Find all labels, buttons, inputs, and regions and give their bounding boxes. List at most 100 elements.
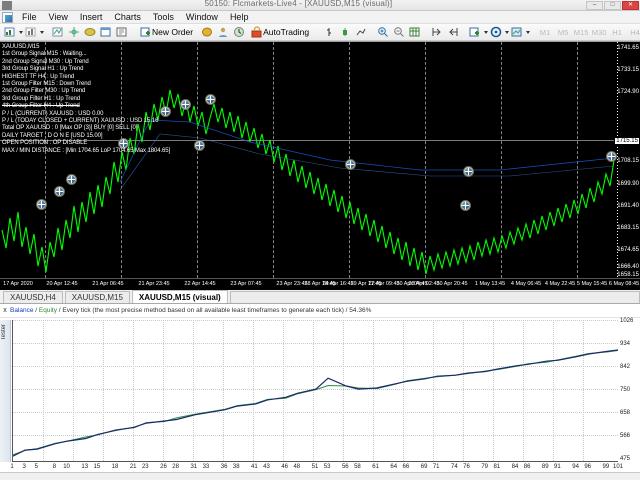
periods-dropdown-icon[interactable]: [505, 30, 510, 34]
info-line: 1st Group Signal M15 : Waiting...: [2, 51, 87, 58]
bar-chart-icon[interactable]: [322, 25, 336, 40]
trade-marker[interactable]: [66, 174, 77, 185]
trade-marker[interactable]: [160, 106, 171, 117]
zoom-in-icon[interactable]: [376, 25, 390, 40]
menu-charts[interactable]: Charts: [114, 11, 141, 22]
time-label: 5 May 15:45: [576, 281, 608, 287]
periods-icon[interactable]: [489, 25, 503, 40]
expert-advisors-icon[interactable]: [216, 25, 230, 40]
timeframe-m15[interactable]: M15: [573, 27, 589, 37]
menu-window[interactable]: Window: [185, 11, 218, 22]
close-button[interactable]: ✕: [622, 1, 639, 10]
report-legend: Balance / Equity / Every tick (the most …: [10, 307, 371, 314]
status-bar: [0, 472, 640, 480]
trade-marker[interactable]: [606, 151, 617, 162]
zoom-out-icon[interactable]: [392, 25, 406, 40]
indicators-dropdown-icon[interactable]: [484, 30, 489, 34]
close-icon[interactable]: x: [3, 307, 7, 314]
info-line: HIGHEST TF H4 : Up Trend: [2, 73, 75, 80]
timeframe-m1[interactable]: M1: [539, 27, 551, 37]
time-label: 23 Apr 07:45: [230, 281, 262, 287]
equity-curve-plot[interactable]: [12, 320, 618, 462]
x-tick-label: 46: [281, 464, 289, 470]
report-description: Every tick (the most precise method base…: [62, 307, 344, 314]
new-order-icon: [140, 27, 150, 37]
tab-xauusd-h4[interactable]: XAUUSD,H4: [3, 291, 63, 303]
chart-gridline: [577, 42, 578, 278]
shift-end-icon[interactable]: [430, 25, 444, 40]
market-watch-icon[interactable]: [83, 25, 97, 40]
timeframe-h1[interactable]: H1: [612, 27, 622, 37]
plot-gridline: [13, 366, 618, 367]
trade-marker[interactable]: [118, 138, 129, 149]
price-axis[interactable]: 1741.65 1733.15 1724.90 1715.15 1708.15 …: [614, 42, 640, 278]
tab-xauusd-m15[interactable]: XAUUSD,M15: [64, 291, 130, 303]
equity-y-axis: 1026 934 842 750 658 566 475: [618, 318, 640, 462]
time-label: 28 Apr 18:45: [304, 281, 336, 287]
timeframe-h4[interactable]: H4: [630, 27, 640, 37]
x-tick-label: 3: [22, 464, 26, 470]
trade-marker[interactable]: [205, 94, 216, 105]
minimize-button[interactable]: –: [586, 1, 603, 10]
trade-marker[interactable]: [460, 200, 471, 211]
window-controls[interactable]: – □ ✕: [585, 1, 639, 10]
plot-gridline: [73, 320, 74, 461]
app-icon: [2, 1, 12, 10]
crosshair-icon[interactable]: [67, 25, 81, 40]
templates-dropdown-icon[interactable]: [526, 30, 531, 34]
strategy-tester-icon[interactable]: [232, 25, 246, 40]
timeframe-m5[interactable]: M5: [557, 27, 569, 37]
price-chart-window[interactable]: XAUUSD,M15 1st Group Signal M15 : Waitin…: [0, 41, 640, 290]
menu-help[interactable]: Help: [229, 11, 249, 22]
info-line: 2nd Group Filter M30 : Up Trend: [2, 88, 86, 95]
metaeditor-icon[interactable]: [200, 25, 214, 40]
trade-marker[interactable]: [180, 99, 191, 110]
maximize-button[interactable]: □: [604, 1, 621, 10]
trade-marker[interactable]: [36, 199, 47, 210]
tab-xauusd-m15-visual[interactable]: XAUUSD,M15 (visual): [131, 290, 228, 303]
plot-gridline: [13, 320, 618, 321]
trade-marker[interactable]: [463, 166, 474, 177]
data-window-icon[interactable]: [99, 25, 113, 40]
menu-insert[interactable]: Insert: [79, 11, 103, 22]
x-tick-label: 38: [232, 464, 240, 470]
plot-gridline: [13, 435, 618, 436]
navigator-icon[interactable]: [115, 25, 129, 40]
trade-marker[interactable]: [345, 159, 356, 170]
plot-gridline: [43, 320, 44, 461]
chart-gridline: [121, 42, 122, 278]
auto-scroll-icon[interactable]: [446, 25, 460, 40]
candlestick-chart-icon[interactable]: [338, 25, 352, 40]
trade-marker[interactable]: [54, 186, 65, 197]
chart-gridline: [501, 42, 502, 278]
autotrading-button[interactable]: AutoTrading: [248, 25, 314, 40]
indicators-icon[interactable]: [468, 25, 482, 40]
time-axis[interactable]: 17 Apr 2020 20 Apr 12:45 21 Apr 06:45 21…: [0, 278, 640, 290]
info-line: 3rd Group Signal H1 : Up Trend: [2, 66, 84, 73]
x-tick-label: 48: [293, 464, 301, 470]
new-chart-icon[interactable]: [3, 25, 17, 40]
x-tick-label: 1: [10, 464, 14, 470]
menu-file[interactable]: File: [22, 11, 37, 22]
grid-icon[interactable]: [408, 25, 422, 40]
timeframe-m30[interactable]: M30: [591, 27, 607, 37]
line-chart-icon[interactable]: [354, 25, 368, 40]
chart-tab-strip[interactable]: XAUUSD,H4 XAUUSD,M15 XAUUSD,M15 (visual): [0, 290, 640, 304]
x-tick-label: 74: [451, 464, 458, 470]
plot-gridline: [253, 320, 254, 461]
window-title: 50150: Flcmarkets-Live4 - [XAUUSD,M15 (v…: [204, 0, 393, 8]
templates-icon[interactable]: [510, 25, 524, 40]
plot-gridline: [193, 320, 194, 461]
open-chart-icon[interactable]: [24, 25, 38, 40]
new-order-button[interactable]: New Order: [137, 25, 198, 40]
price-chart-canvas[interactable]: XAUUSD,M15 1st Group Signal M15 : Waitin…: [0, 42, 617, 278]
trade-marker[interactable]: [194, 140, 205, 151]
new-chart-dropdown-icon[interactable]: [19, 30, 23, 34]
open-chart-dropdown-icon[interactable]: [40, 30, 44, 34]
profiles-icon[interactable]: [51, 25, 65, 40]
time-label: 4 May 06:45: [510, 281, 542, 287]
menu-tools[interactable]: Tools: [152, 11, 174, 22]
menu-view[interactable]: View: [48, 11, 68, 22]
plot-gridline: [553, 320, 554, 461]
info-line: 2nd Group Signal M30 : Up Trend: [2, 58, 89, 65]
